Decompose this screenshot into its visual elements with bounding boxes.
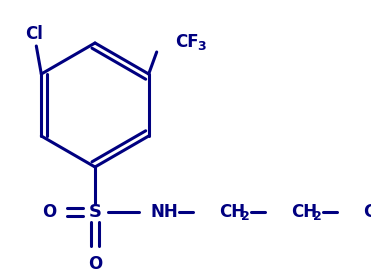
Text: O: O [42,203,56,221]
Text: O: O [88,255,102,273]
Text: S: S [89,203,102,221]
Text: CH: CH [219,203,245,221]
Text: NH: NH [151,203,179,221]
Text: 3: 3 [197,40,205,52]
Text: 2: 2 [241,210,250,224]
Text: CF: CF [175,33,198,51]
Text: 2: 2 [313,210,322,224]
Text: Cl: Cl [25,25,43,43]
Text: CH: CH [291,203,317,221]
Text: CO: CO [363,203,371,221]
